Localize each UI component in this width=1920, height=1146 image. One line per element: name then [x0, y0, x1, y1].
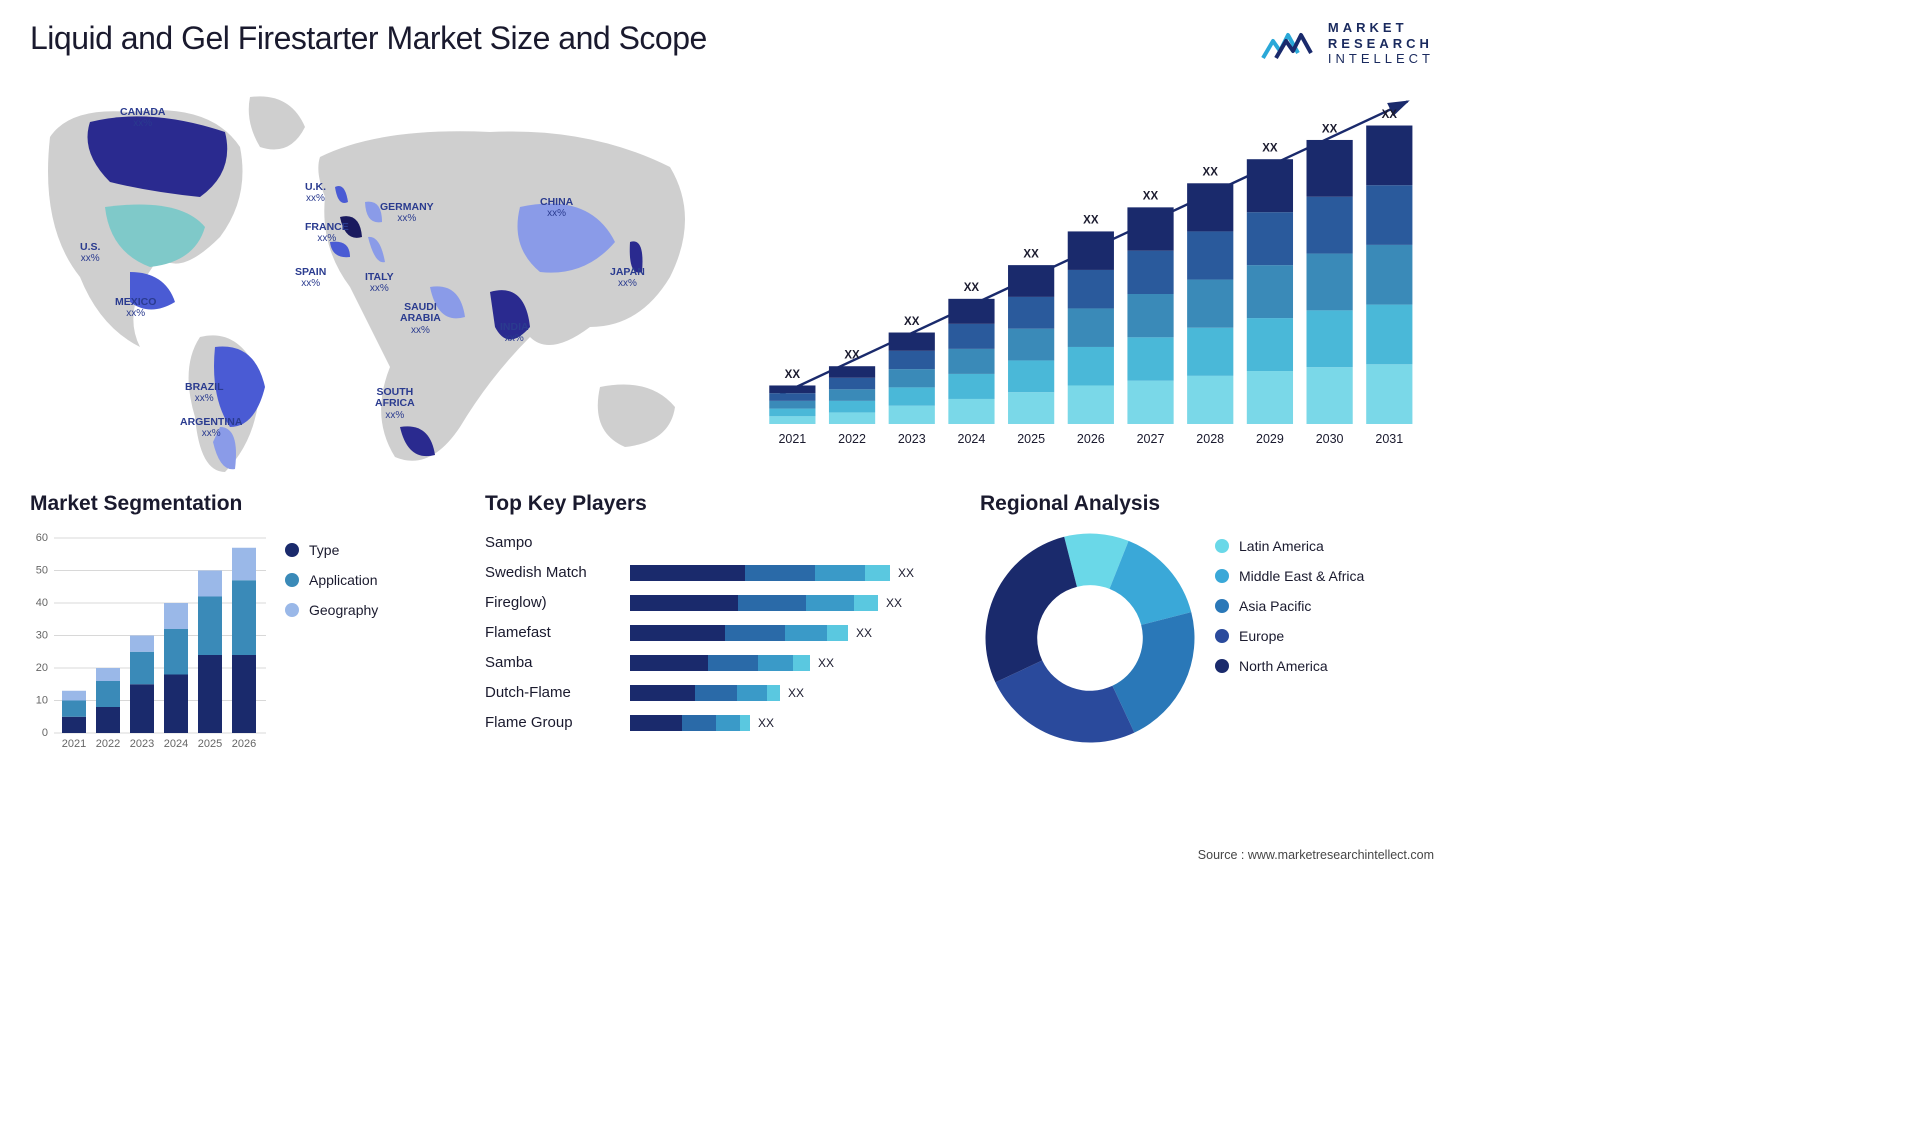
svg-text:2025: 2025 — [198, 738, 222, 750]
svg-text:40: 40 — [36, 597, 48, 609]
regional-title: Regional Analysis — [980, 492, 1434, 516]
player-name: Sampo — [485, 528, 615, 558]
player-name: Flame Group — [485, 708, 615, 738]
map-country-label: U.S.xx% — [80, 242, 100, 265]
logo-text: MARKET RESEARCH INTELLECT — [1328, 20, 1434, 67]
player-name: Samba — [485, 648, 615, 678]
svg-text:XX: XX — [785, 369, 801, 381]
page-title: Liquid and Gel Firestarter Market Size a… — [30, 20, 707, 57]
legend-item: Europe — [1215, 628, 1434, 644]
svg-text:2027: 2027 — [1137, 432, 1165, 446]
svg-text:2025: 2025 — [1017, 432, 1045, 446]
svg-text:2024: 2024 — [958, 432, 986, 446]
svg-text:2031: 2031 — [1375, 432, 1403, 446]
key-players-panel: Top Key Players SampoSwedish MatchFiregl… — [485, 492, 955, 763]
legend-item: Middle East & Africa — [1215, 568, 1434, 584]
legend-item: Application — [285, 572, 460, 588]
player-bar-row: XX — [630, 678, 955, 708]
player-name: Fireglow) — [485, 588, 615, 618]
growth-chart-panel: XX 2021 XX 2022 XX 2023 XX 2024 XX 2025 XX 2026 XX 20… — [740, 77, 1434, 477]
brand-logo: MARKET RESEARCH INTELLECT — [1258, 20, 1434, 67]
svg-text:30: 30 — [36, 629, 48, 641]
map-country-label: JAPANxx% — [610, 267, 645, 290]
svg-text:2030: 2030 — [1316, 432, 1344, 446]
svg-text:2021: 2021 — [778, 432, 806, 446]
svg-text:XX: XX — [844, 349, 860, 361]
svg-text:XX: XX — [964, 282, 980, 294]
legend-item: Type — [285, 542, 460, 558]
svg-text:2028: 2028 — [1196, 432, 1224, 446]
player-bar-row: XX — [630, 558, 955, 588]
segmentation-legend: Type Application Geography — [285, 492, 460, 763]
player-bars-chart: XXXXXXXXXXXX — [630, 528, 955, 738]
svg-text:2026: 2026 — [232, 738, 256, 750]
player-names-list: SampoSwedish MatchFireglow)FlamefastSamb… — [485, 528, 615, 738]
growth-bar-chart: XX 2021 XX 2022 XX 2023 XX 2024 XX 2025 XX 2026 XX 20… — [750, 87, 1424, 453]
map-country-label: GERMANYxx% — [380, 202, 434, 225]
svg-text:0: 0 — [42, 727, 48, 739]
map-country-label: FRANCExx% — [305, 222, 349, 245]
svg-text:10: 10 — [36, 694, 48, 706]
player-name: Dutch-Flame — [485, 678, 615, 708]
svg-text:2023: 2023 — [130, 738, 154, 750]
svg-text:XX: XX — [904, 316, 920, 328]
svg-text:XX: XX — [1083, 215, 1099, 227]
player-bar-row: XX — [630, 708, 955, 738]
map-country-label: SAUDIARABIAxx% — [400, 302, 441, 337]
svg-text:XX: XX — [1262, 142, 1278, 154]
world-map-panel: CANADAxx% U.S.xx% MEXICOxx% BRAZILxx% ARGENT… — [30, 77, 720, 477]
svg-text:2022: 2022 — [838, 432, 866, 446]
player-bar-row — [630, 528, 955, 558]
map-country-label: SOUTHAFRICAxx% — [375, 387, 415, 422]
regional-donut-chart — [980, 528, 1200, 748]
svg-text:XX: XX — [1143, 190, 1159, 202]
svg-text:2026: 2026 — [1077, 432, 1105, 446]
map-country-label: SPAINxx% — [295, 267, 326, 290]
svg-text:XX: XX — [1322, 123, 1338, 135]
legend-item: Asia Pacific — [1215, 598, 1434, 614]
svg-text:2029: 2029 — [1256, 432, 1284, 446]
regional-panel: Regional Analysis Latin America Middle Ea… — [980, 492, 1434, 763]
segmentation-title: Market Segmentation — [30, 492, 270, 516]
svg-text:XX: XX — [1023, 248, 1039, 260]
source-attribution: Source : www.marketresearchintellect.com — [1198, 848, 1434, 862]
regional-legend: Latin America Middle East & Africa Asia Pa… — [1215, 528, 1434, 688]
player-name: Swedish Match — [485, 558, 615, 588]
map-country-label: CHINAxx% — [540, 197, 573, 220]
svg-text:2021: 2021 — [62, 738, 86, 750]
svg-text:2023: 2023 — [898, 432, 926, 446]
svg-text:60: 60 — [36, 532, 48, 544]
legend-item: Latin America — [1215, 538, 1434, 554]
legend-item: North America — [1215, 658, 1434, 674]
svg-text:2024: 2024 — [164, 738, 188, 750]
legend-item: Geography — [285, 602, 460, 618]
map-country-label: MEXICOxx% — [115, 297, 156, 320]
players-title: Top Key Players — [485, 492, 955, 516]
logo-mark-icon — [1258, 23, 1318, 63]
svg-text:XX: XX — [1203, 166, 1219, 178]
svg-text:50: 50 — [36, 564, 48, 576]
segmentation-panel: Market Segmentation 0 10 20 30 40 50 60 2021 202… — [30, 492, 460, 763]
svg-text:20: 20 — [36, 662, 48, 674]
player-bar-row: XX — [630, 588, 955, 618]
svg-text:XX: XX — [1382, 109, 1398, 121]
map-country-label: U.K.xx% — [305, 182, 326, 205]
player-bar-row: XX — [630, 648, 955, 678]
svg-text:2022: 2022 — [96, 738, 120, 750]
map-country-label: ITALYxx% — [365, 272, 394, 295]
player-name: Flamefast — [485, 618, 615, 648]
map-country-label: ARGENTINAxx% — [180, 417, 242, 440]
player-bar-row: XX — [630, 618, 955, 648]
map-country-label: CANADAxx% — [120, 107, 166, 130]
segmentation-bar-chart: 0 10 20 30 40 50 60 2021 2022 2023 2024 2025 2026 — [30, 528, 270, 758]
map-country-label: INDIAxx% — [500, 322, 529, 345]
map-country-label: BRAZILxx% — [185, 382, 224, 405]
